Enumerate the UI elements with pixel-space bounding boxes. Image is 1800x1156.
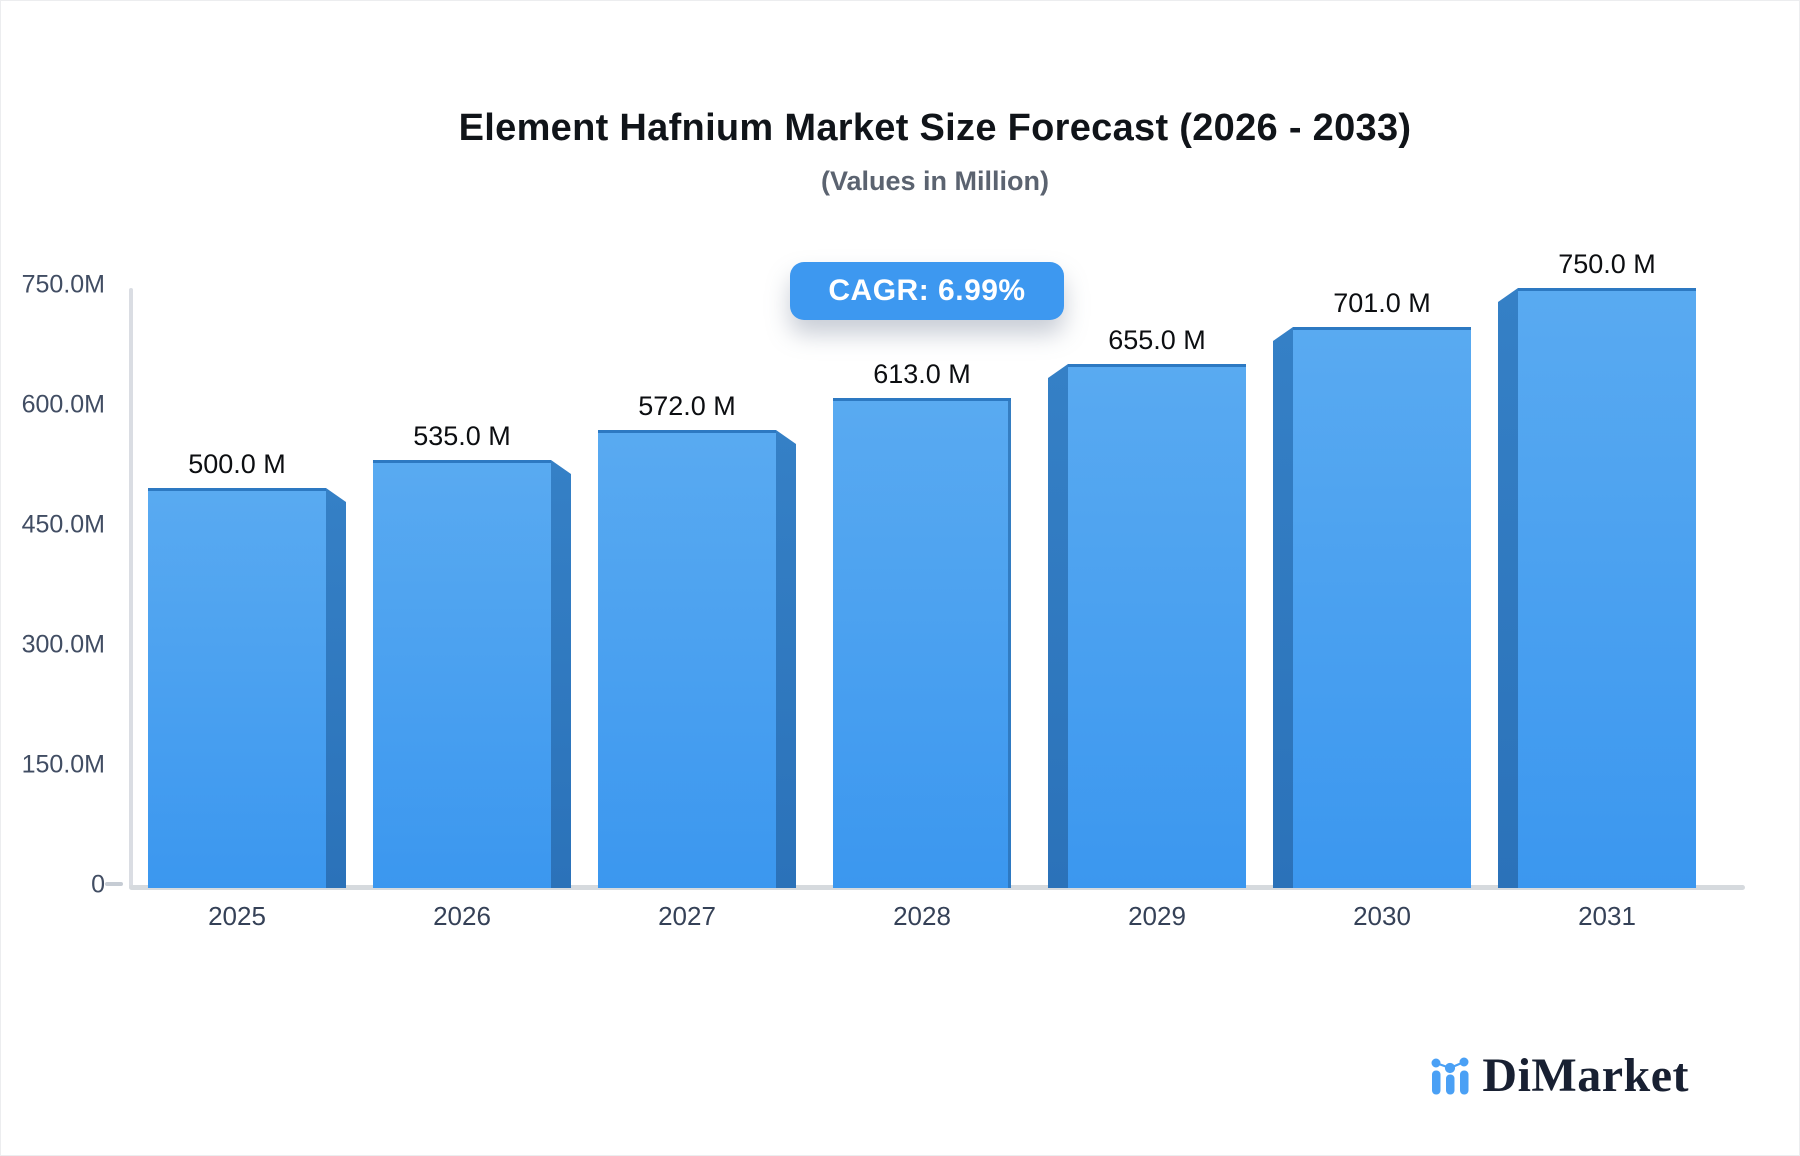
x-axis-label: 2026	[433, 901, 491, 931]
y-tick-label: 450.0M	[21, 510, 105, 539]
y-tick-label: 750.0M	[21, 270, 105, 299]
bar-value-label: 572.0 M	[638, 391, 736, 421]
bar-value-label: 750.0 M	[1558, 249, 1656, 279]
bar-front-face	[598, 430, 776, 888]
brand-logo: DiMarket	[1430, 1049, 1689, 1103]
x-axis-label: 2025	[208, 901, 266, 931]
x-axis-label: 2027	[658, 901, 716, 931]
zero-tick-mark	[105, 882, 123, 886]
bar-value-label: 701.0 M	[1333, 288, 1431, 318]
x-axis-label: 2031	[1578, 901, 1636, 931]
bar-front-face	[148, 488, 326, 888]
y-tick-label: 0	[91, 870, 105, 899]
bar-front-face	[1293, 327, 1471, 888]
bar-value-label: 613.0 M	[873, 359, 971, 389]
bar-value-label: 655.0 M	[1108, 325, 1206, 355]
bar-front-face	[1068, 364, 1246, 888]
chart-title: Element Hafnium Market Size Forecast (20…	[458, 107, 1412, 149]
bar-side-face	[1498, 288, 1518, 888]
bar-side-face	[776, 430, 796, 888]
bar-front-face	[833, 398, 1011, 888]
bar-side-face	[551, 460, 571, 888]
bar-value-label: 535.0 M	[413, 421, 511, 451]
y-axis-line	[129, 288, 133, 888]
x-axis-label: 2028	[893, 901, 951, 931]
chart-header: Element Hafnium Market Size Forecast (20…	[71, 1, 1799, 197]
bar-front-face	[373, 460, 551, 888]
bar-side-face	[326, 488, 346, 888]
x-axis-label: 2030	[1353, 901, 1411, 931]
bar-side-face	[1048, 364, 1068, 888]
chart-subtitle: (Values in Million)	[820, 166, 1050, 196]
y-tick-label: 600.0M	[21, 390, 105, 419]
x-axis-label: 2029	[1128, 901, 1186, 931]
bar-front-face	[1518, 288, 1696, 888]
brand-name: DiMarket	[1482, 1049, 1689, 1103]
y-tick-label: 300.0M	[21, 630, 105, 659]
bar-side-face	[1273, 327, 1293, 888]
y-tick-label: 150.0M	[21, 750, 105, 779]
bar-chart-logo-icon	[1431, 1057, 1469, 1095]
bar-value-label: 500.0 M	[188, 449, 286, 479]
cagr-badge: CAGR: 6.99%	[790, 262, 1064, 320]
